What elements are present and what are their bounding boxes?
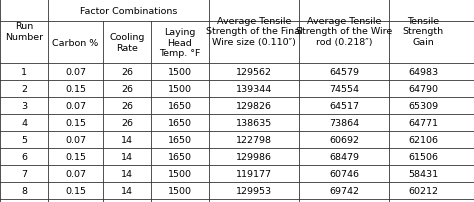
Text: 64790: 64790 — [408, 85, 438, 94]
Text: 60692: 60692 — [329, 135, 359, 144]
Text: 129953: 129953 — [236, 186, 272, 195]
Text: Factor Combinations: Factor Combinations — [80, 6, 177, 15]
Text: 62106: 62106 — [408, 135, 438, 144]
Text: 129986: 129986 — [236, 152, 272, 161]
Text: 65309: 65309 — [408, 101, 438, 110]
Text: Tensile
Strength
Gain: Tensile Strength Gain — [402, 17, 444, 47]
Text: 60212: 60212 — [408, 186, 438, 195]
Text: 129826: 129826 — [236, 101, 272, 110]
Text: 0.15: 0.15 — [65, 118, 86, 127]
Text: 0.15: 0.15 — [65, 186, 86, 195]
Text: 14: 14 — [121, 169, 133, 178]
Text: 14: 14 — [121, 135, 133, 144]
Text: 61506: 61506 — [408, 152, 438, 161]
Text: 64579: 64579 — [329, 68, 359, 77]
Text: 64771: 64771 — [408, 118, 438, 127]
Text: 26: 26 — [121, 101, 133, 110]
Text: 0.07: 0.07 — [65, 101, 86, 110]
Text: 60746: 60746 — [329, 169, 359, 178]
Text: 1500: 1500 — [168, 68, 192, 77]
Text: 3: 3 — [21, 101, 27, 110]
Text: 122798: 122798 — [236, 135, 272, 144]
Text: 6: 6 — [21, 152, 27, 161]
Text: 1500: 1500 — [168, 85, 192, 94]
Text: 2: 2 — [21, 85, 27, 94]
Text: 69742: 69742 — [329, 186, 359, 195]
Text: Average Tensile
Strength of the Wire
rod (0.218″): Average Tensile Strength of the Wire rod… — [296, 17, 392, 47]
Text: 139344: 139344 — [236, 85, 272, 94]
Text: 14: 14 — [121, 152, 133, 161]
Text: 14: 14 — [121, 186, 133, 195]
Text: 1500: 1500 — [168, 169, 192, 178]
Text: 1500: 1500 — [168, 186, 192, 195]
Text: 64517: 64517 — [329, 101, 359, 110]
Text: 68479: 68479 — [329, 152, 359, 161]
Text: 1650: 1650 — [168, 152, 192, 161]
Text: 74554: 74554 — [329, 85, 359, 94]
Text: Average Tensile
Strength of the Final
Wire size (0.110″): Average Tensile Strength of the Final Wi… — [206, 17, 302, 47]
Text: 4: 4 — [21, 118, 27, 127]
Text: 138635: 138635 — [236, 118, 272, 127]
Text: 58431: 58431 — [408, 169, 438, 178]
Text: 26: 26 — [121, 118, 133, 127]
Text: 1: 1 — [21, 68, 27, 77]
Text: Carbon %: Carbon % — [52, 38, 99, 47]
Text: 0.07: 0.07 — [65, 68, 86, 77]
Text: 5: 5 — [21, 135, 27, 144]
Text: 26: 26 — [121, 68, 133, 77]
Text: 0.07: 0.07 — [65, 169, 86, 178]
Text: 73864: 73864 — [329, 118, 359, 127]
Text: 8: 8 — [21, 186, 27, 195]
Text: 129562: 129562 — [236, 68, 272, 77]
Text: 64983: 64983 — [408, 68, 438, 77]
Text: 1650: 1650 — [168, 135, 192, 144]
Text: 26: 26 — [121, 85, 133, 94]
Text: 1650: 1650 — [168, 101, 192, 110]
Text: 1650: 1650 — [168, 118, 192, 127]
Text: Cooling
Rate: Cooling Rate — [109, 33, 145, 53]
Text: 0.15: 0.15 — [65, 85, 86, 94]
Text: 7: 7 — [21, 169, 27, 178]
Text: 0.07: 0.07 — [65, 135, 86, 144]
Text: 0.15: 0.15 — [65, 152, 86, 161]
Text: Run
Number: Run Number — [5, 22, 43, 41]
Text: 119177: 119177 — [236, 169, 272, 178]
Text: Laying
Head
Temp. °F: Laying Head Temp. °F — [159, 28, 201, 58]
